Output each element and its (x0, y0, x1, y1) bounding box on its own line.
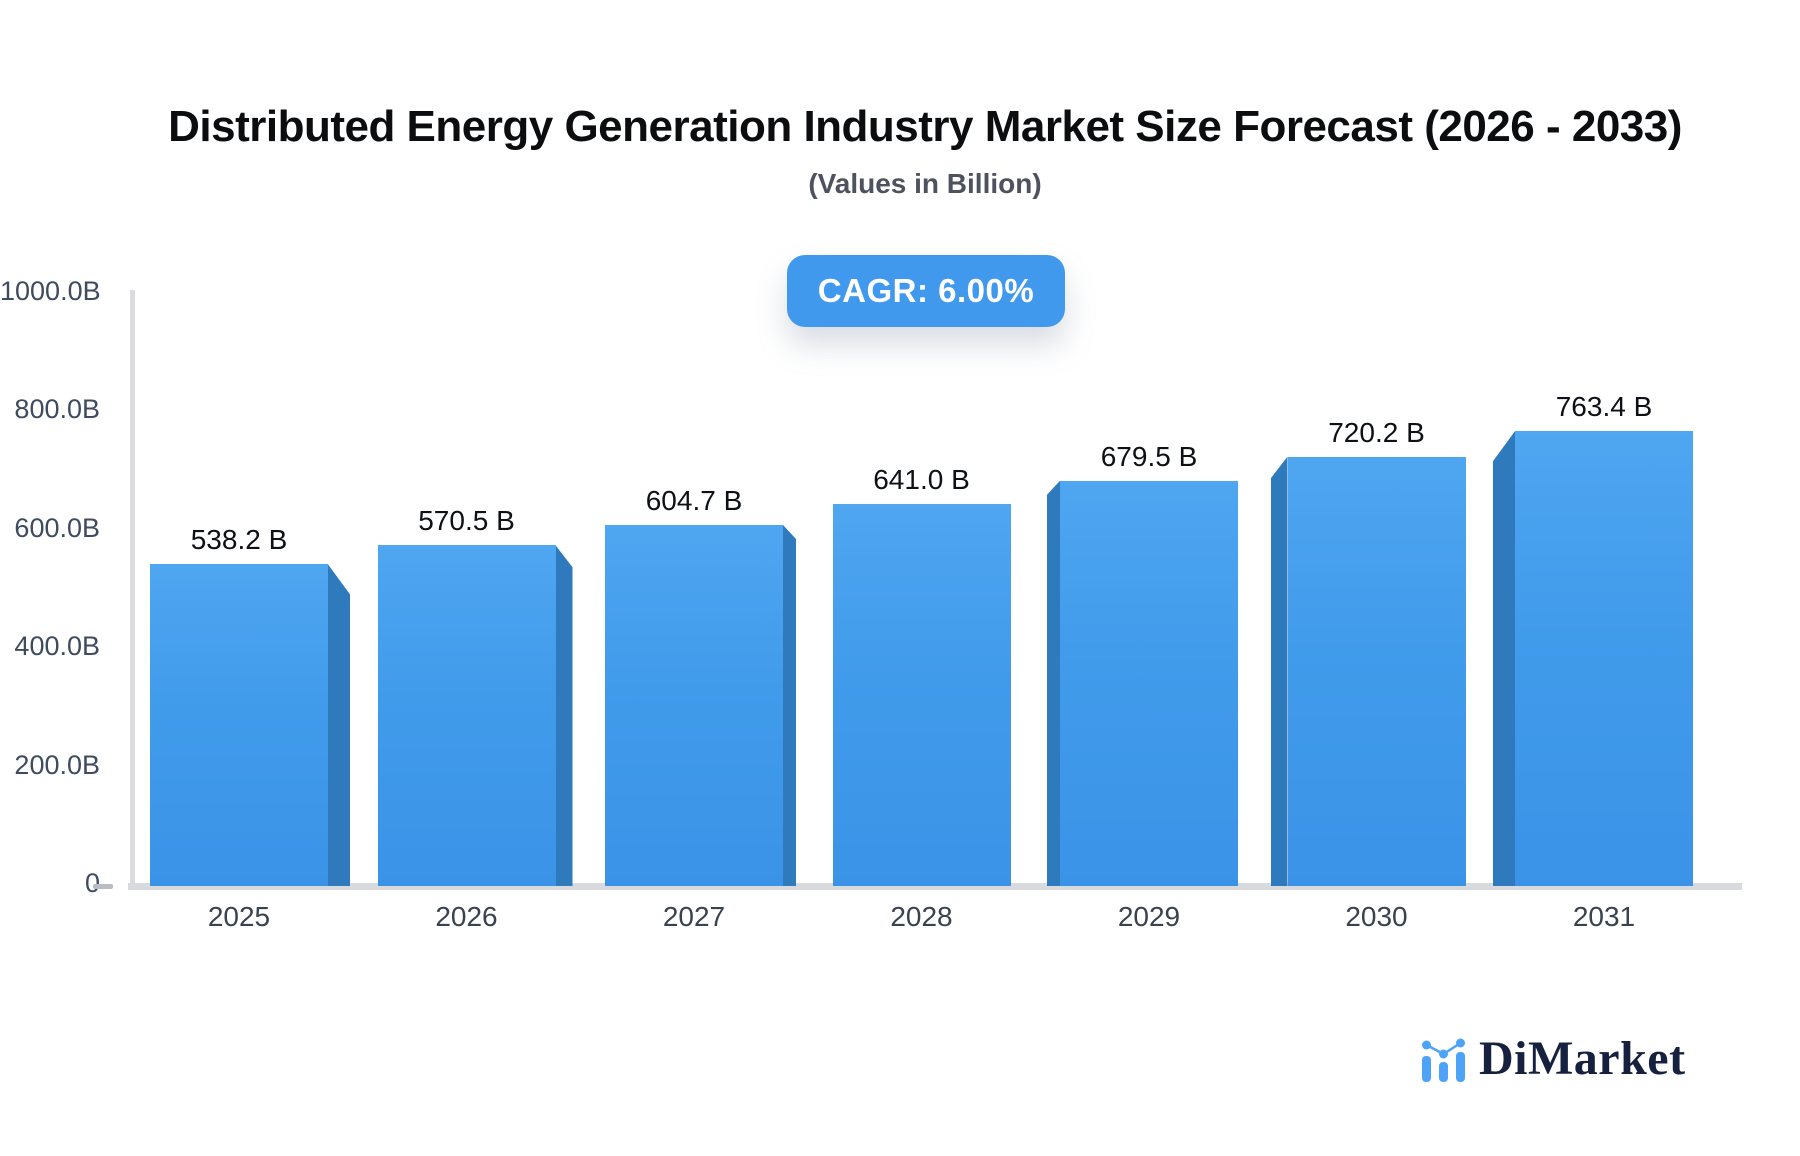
bar-value-label: 679.5 B (1100, 440, 1198, 472)
bar-value-label: 641.0 B (873, 463, 970, 495)
bar-2030 (1287, 456, 1466, 886)
y-axis-tick-label: 0 (84, 868, 100, 898)
bar-3d-side (1270, 456, 1288, 886)
x-axis-tick-label: 2026 (435, 901, 498, 932)
y-axis-tick-label: 1000.0B (0, 276, 101, 306)
y-axis-tick-label: 600.0B (14, 512, 100, 543)
y-axis-tick-label: 400.0B (14, 631, 100, 662)
cagr-badge: CAGR: 6.00% (787, 255, 1065, 327)
bar-3d-side (555, 545, 573, 886)
dimarket-logo-text: DiMarket (1479, 1032, 1686, 1085)
y-axis-line (130, 290, 135, 889)
dimarket-logo: DiMarket (1420, 1032, 1686, 1085)
bar-2025 (150, 564, 328, 886)
zero-tick-mark (93, 884, 113, 889)
y-axis-tick-label: 200.0B (14, 749, 100, 780)
bar-2027 (605, 525, 783, 886)
x-axis-tick-label: 2027 (662, 901, 726, 932)
bar-3d-side (328, 564, 350, 886)
bar-3d-side (1493, 431, 1515, 886)
cagr-badge-label: CAGR: 6.00% (817, 272, 1035, 309)
bar-3d-side (783, 525, 796, 886)
chart-subtitle: (Values in Billion) (808, 168, 1042, 200)
bar-chart-trend-icon (1422, 1038, 1465, 1082)
bar-3d-side (1047, 480, 1060, 886)
chart-title: Distributed Energy Generation Industry M… (168, 102, 1682, 151)
bar-value-label: 538.2 B (190, 524, 288, 556)
bar-value-label: 763.4 B (1555, 391, 1653, 423)
bar-value-label: 604.7 B (645, 485, 743, 517)
x-axis-tick-label: 2028 (890, 901, 953, 932)
x-axis-tick-label: 2030 (1345, 901, 1408, 932)
bar-2031 (1515, 431, 1693, 886)
bar-value-label: 720.2 B (1328, 416, 1425, 448)
x-axis-tick-label: 2029 (1117, 901, 1181, 932)
bar-value-label: 570.5 B (418, 505, 515, 537)
x-axis-baseline (128, 883, 1742, 890)
chart-header: Distributed Energy Generation Industry M… (50, 0, 1800, 200)
y-axis-tick-label: 800.0B (14, 394, 100, 425)
x-axis-tick-label: 2025 (207, 901, 271, 932)
bar-2029 (1060, 480, 1238, 886)
bar-2028 (832, 503, 1011, 886)
x-axis-tick-label: 2031 (1572, 901, 1636, 932)
bar-2026 (377, 545, 556, 886)
